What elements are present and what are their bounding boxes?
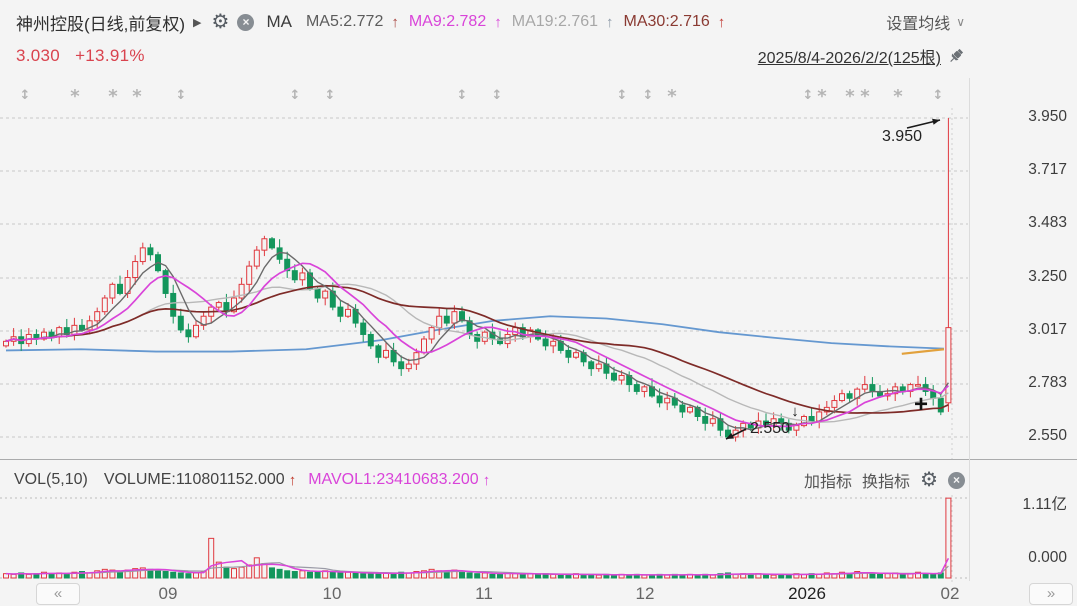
svg-text:↕: ↕	[20, 88, 31, 103]
x-axis-tick: 11	[475, 584, 493, 603]
sub-header: 3.030 +13.91% 2025/8/4-2026/2/2(125根)	[16, 44, 1077, 68]
svg-text:↕: ↕	[617, 88, 628, 103]
high-price-annotation: 3.950	[882, 128, 922, 145]
svg-text:*: *	[70, 86, 80, 107]
svg-text:*: *	[845, 86, 855, 107]
ma-settings-button[interactable]: 设置均线 ∨	[886, 8, 965, 36]
volume-series	[3, 497, 952, 579]
scroll-right-button[interactable]: »	[1029, 583, 1073, 605]
switch-indicator-button[interactable]: 换指标	[862, 474, 911, 491]
y-axis-label: 3.017	[1028, 321, 1067, 338]
close-indicator-icon[interactable]: ×	[237, 13, 255, 31]
x-axis: « » 09 10 11 12 2026 02	[0, 582, 1077, 606]
trade-mark: +	[914, 391, 928, 418]
ma-trend-arrow: ↑	[391, 13, 399, 31]
mavol-up-arrow: ↑	[482, 471, 491, 489]
chevron-down-icon: ∨	[956, 15, 965, 29]
change-percent: +13.91%	[75, 46, 145, 65]
ma-legend-item: MA30:2.716	[623, 13, 710, 30]
svg-text:*: *	[108, 86, 118, 107]
svg-text:*: *	[132, 86, 142, 107]
date-range-link[interactable]: 2025/8/4-2026/2/2(125根)	[757, 50, 941, 67]
y-axis-label: 3.250	[1028, 268, 1067, 285]
svg-text:↕: ↕	[290, 88, 301, 103]
svg-text:*: *	[893, 86, 903, 107]
toolbar: 神州控股(日线,前复权) ▶ ⚙ × MA MA5:2.772 ↑ MA9:2.78…	[16, 8, 1077, 36]
panel-divider	[0, 459, 1077, 460]
last-price: 3.030	[16, 46, 61, 65]
candlestick-series	[3, 118, 952, 442]
scroll-left-button[interactable]: «	[36, 583, 80, 605]
volume-value: VOLUME:110801152.000	[103, 471, 285, 488]
svg-text:↕: ↕	[325, 88, 336, 103]
ma-trend-arrow: ↑	[606, 13, 614, 31]
trade-mark: ↓	[791, 403, 799, 420]
svg-text:↕: ↕	[643, 88, 654, 103]
mavol-value: MAVOL1:23410683.200	[308, 471, 479, 488]
ma-trend-arrow: ↑	[494, 13, 502, 31]
ma-legend-item: MA9:2.782	[408, 13, 487, 30]
svg-text:↕: ↕	[933, 88, 944, 103]
x-axis-tick: 02	[940, 584, 960, 603]
volume-gear-icon[interactable]: ⚙	[920, 469, 938, 491]
y-axis-label: 3.717	[1028, 161, 1067, 178]
gear-icon[interactable]: ⚙	[211, 11, 230, 33]
vol-params-label: VOL(5,10)	[14, 471, 88, 488]
svg-text:*: *	[817, 86, 827, 107]
event-markers: ↕ * * * ↕ ↕ ↕ ↕ ↕ ↕ ↕ * ↕ * * * * ↕	[20, 86, 944, 107]
x-axis-tick: 2026	[788, 584, 826, 603]
y-axis-label: 3.950	[1028, 108, 1067, 125]
ma-legend-item: MA5:2.772	[305, 13, 384, 30]
expand-triangle-icon[interactable]: ▶	[193, 16, 202, 29]
volume-chart[interactable]	[0, 495, 1077, 583]
y-axis-label: 2.550	[1028, 427, 1067, 444]
x-axis-tick: 09	[158, 584, 178, 603]
svg-text:↕: ↕	[492, 88, 503, 103]
ma-settings-label: 设置均线	[886, 16, 951, 33]
volume-axis-max: 1.11亿	[1022, 496, 1067, 513]
volume-axis-zero: 0.000	[1028, 549, 1067, 566]
svg-text:*: *	[667, 86, 677, 107]
axis-separator	[969, 78, 970, 581]
add-indicator-button[interactable]: 加指标	[804, 474, 853, 491]
low-price-annotation: 2.550	[750, 420, 790, 437]
x-axis-tick: 10	[322, 584, 342, 603]
ma-legend: MA5:2.772 ↑ MA9:2.782 ↑ MA19:2.761 ↑ MA30:2.71…	[306, 13, 729, 31]
svg-text:↕: ↕	[803, 88, 814, 103]
y-axis-label: 3.483	[1028, 214, 1067, 231]
volume-header: VOL(5,10) VOLUME:110801152.000 ↑ MAVOL1:…	[14, 468, 1077, 492]
volume-up-arrow: ↑	[288, 471, 297, 489]
svg-text:↕: ↕	[176, 88, 187, 103]
ma-trend-arrow: ↑	[717, 13, 726, 31]
quote: 3.030 +13.91%	[16, 46, 145, 66]
volume-close-icon[interactable]: ×	[948, 471, 965, 489]
ma-indicator-label: MA	[266, 12, 292, 31]
x-axis-tick: 12	[635, 584, 655, 603]
stock-title[interactable]: 神州控股(日线,前复权)	[16, 14, 186, 34]
date-range: 2025/8/4-2026/2/2(125根)	[758, 44, 965, 68]
svg-text:↕: ↕	[457, 88, 468, 103]
ma-legend-item: MA19:2.761	[511, 13, 599, 30]
y-axis-label: 2.783	[1028, 374, 1067, 391]
pin-icon[interactable]	[948, 48, 965, 65]
svg-text:*: *	[860, 86, 870, 107]
